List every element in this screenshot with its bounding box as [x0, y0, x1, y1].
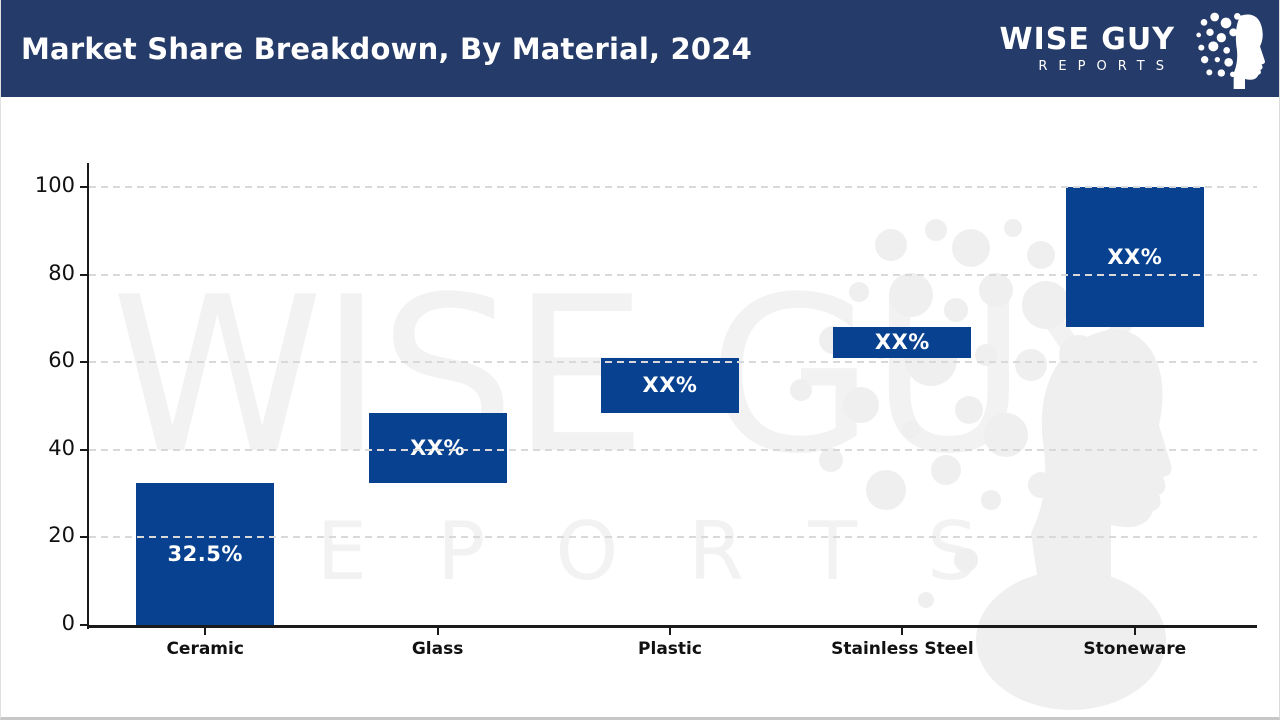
gridline [89, 448, 1257, 451]
bar-glass: XX% [368, 412, 507, 483]
page-title: Market Share Breakdown, By Material, 202… [21, 31, 753, 66]
y-axis-tick [80, 448, 88, 451]
x-axis-tick [436, 627, 439, 635]
bar-stoneware: XX% [1065, 187, 1204, 328]
x-axis-category-label: Stoneware [1083, 639, 1187, 659]
x-axis-tick [901, 627, 904, 635]
logo-reports-label: REPORTS [1038, 58, 1175, 74]
x-axis-tick [204, 627, 207, 635]
logo-wiseguy-label: WISE GUY [999, 21, 1175, 57]
gridline [89, 361, 1257, 364]
y-axis-line [87, 163, 89, 629]
y-axis-tick-label: 0 [61, 611, 75, 635]
bar-value-label: XX% [874, 330, 930, 355]
bar-value-label: XX% [410, 435, 466, 460]
bar-value-label: XX% [642, 373, 698, 398]
y-axis-tick [80, 186, 88, 188]
y-axis-tick-label: 80 [48, 260, 75, 285]
bar-value-label: XX% [1107, 245, 1163, 270]
y-axis-tick-label: 20 [48, 523, 75, 548]
x-axis-category-label: Glass [411, 639, 464, 659]
x-axis-category-label: Plastic [638, 639, 702, 659]
x-axis-tick [669, 627, 671, 635]
header-bar: Market Share Breakdown, By Material, 202… [1, 0, 1279, 97]
gridline [89, 273, 1257, 276]
bar-stainless-steel: XX% [833, 327, 972, 358]
x-axis-tick [1133, 627, 1136, 635]
bar-value-label: 32.5% [167, 541, 243, 566]
bar-ceramic: 32.5% [136, 482, 275, 625]
y-axis-tick [80, 361, 88, 364]
x-axis-category-label: Ceramic [166, 639, 244, 659]
watermark-reports-text: REPORTS [191, 505, 1048, 598]
logo-text: WISE GUY REPORTS [999, 21, 1175, 74]
x-axis-line [87, 625, 1257, 628]
wise-guy-reports-logo: WISE GUY REPORTS [999, 9, 1267, 89]
y-axis-tick-label: 100 [34, 173, 75, 197]
y-axis-tick [80, 273, 88, 276]
logo-face-icon [1196, 12, 1265, 89]
bar-plastic: XX% [601, 357, 739, 413]
gridline [89, 536, 1257, 539]
y-axis-tick-label: 60 [48, 348, 75, 373]
y-axis-tick-label: 40 [48, 435, 75, 460]
y-axis-tick [80, 624, 88, 626]
x-axis-category-label: Stainless Steel [831, 639, 974, 659]
y-axis-tick [80, 536, 88, 539]
gridline [89, 186, 1257, 188]
